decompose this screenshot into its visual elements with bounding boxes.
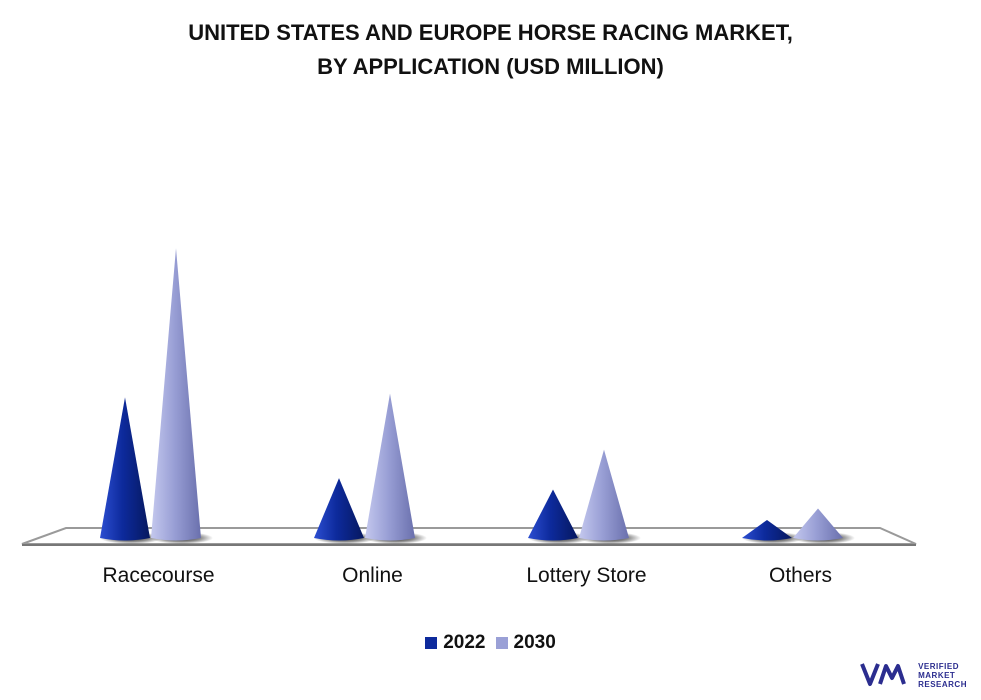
chart-title-line-1: UNITED STATES AND EUROPE HORSE RACING MA… bbox=[188, 20, 793, 45]
legend-item-2030: 2030 bbox=[495, 632, 556, 654]
category-label-lottery-store: Lottery Store bbox=[526, 564, 646, 587]
logo-line-1: VERIFIED bbox=[918, 661, 959, 671]
chart-title: UNITED STATES AND EUROPE HORSE RACING MA… bbox=[0, 16, 981, 84]
legend-label-2030: 2030 bbox=[513, 632, 556, 653]
cone-others-2030 bbox=[793, 508, 843, 541]
cone-online-2030 bbox=[365, 393, 415, 541]
logo-line-2: MARKET bbox=[918, 670, 956, 680]
cone-lottery-store-2022 bbox=[528, 489, 578, 541]
logo-text: VERIFIED MARKET RESEARCH bbox=[918, 662, 967, 689]
cone-lottery-store-2030 bbox=[579, 449, 629, 541]
cone-racecourse-2022 bbox=[100, 397, 150, 541]
legend-swatch-2022 bbox=[425, 637, 438, 649]
cone-racecourse-2030 bbox=[151, 248, 201, 541]
category-label-others: Others bbox=[769, 564, 832, 587]
legend: 2022 2030 bbox=[0, 632, 981, 654]
legend-label-2022: 2022 bbox=[443, 632, 486, 653]
cone-others-2022 bbox=[742, 519, 792, 541]
brand-logo: VERIFIED MARKET RESEARCH bbox=[860, 660, 967, 690]
logo-line-3: RESEARCH bbox=[918, 679, 967, 689]
chart-title-line-2: BY APPLICATION (USD MILLION) bbox=[317, 54, 664, 79]
cone-online-2022 bbox=[314, 478, 364, 541]
category-label-online: Online bbox=[342, 564, 403, 587]
legend-item-2022: 2022 bbox=[425, 632, 486, 654]
chart-floor bbox=[21, 527, 917, 546]
legend-swatch-2030 bbox=[495, 637, 508, 649]
category-label-racecourse: Racecourse bbox=[102, 564, 214, 587]
vmr-logo-icon bbox=[860, 663, 906, 686]
